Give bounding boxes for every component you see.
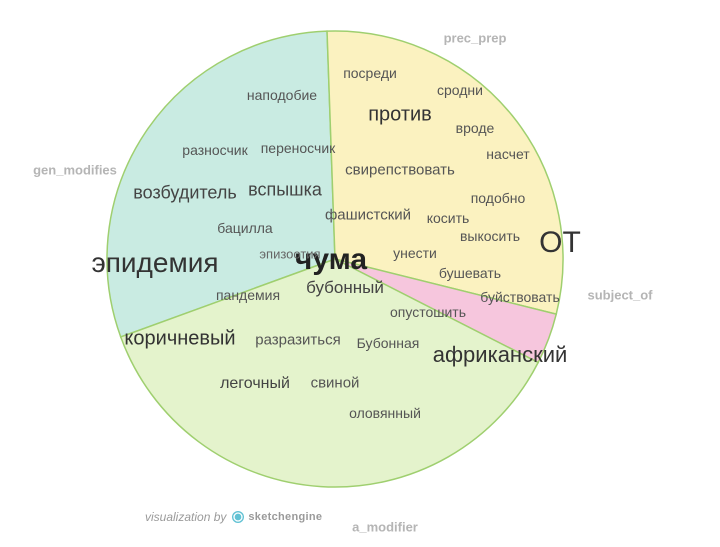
sector-label-prec_prep: prec_prep <box>444 31 507 46</box>
word: разразиться <box>255 332 340 349</box>
word: косить <box>427 210 470 226</box>
word: вроде <box>456 120 495 136</box>
word: переносчик <box>261 140 336 156</box>
word: Бубонная <box>357 335 420 351</box>
word: опустошить <box>390 304 466 320</box>
word: наподобие <box>247 87 317 103</box>
word: оловянный <box>349 405 421 421</box>
footer-text: visualization by <box>145 510 226 524</box>
word: вспышка <box>248 180 322 201</box>
word: эпизоотия <box>259 247 320 262</box>
word: возбудитель <box>133 183 236 204</box>
word: легочный <box>220 375 290 393</box>
word: бацилла <box>217 220 272 236</box>
word: свиной <box>311 375 360 392</box>
sector-label-gen_modifies: gen_modifies <box>33 163 117 178</box>
sector-label-a_modifier: a_modifier <box>352 520 418 535</box>
word: подобно <box>471 190 526 206</box>
word: выкосить <box>460 228 520 244</box>
word: унести <box>393 245 437 261</box>
word: разносчик <box>182 142 247 158</box>
word: африканский <box>433 342 568 368</box>
word: бушевать <box>439 265 501 281</box>
word: коричневый <box>124 328 235 351</box>
word: насчет <box>486 146 529 162</box>
footer: visualization by sketchengine <box>145 510 322 524</box>
word: буйствовать <box>480 289 559 305</box>
sketchengine-logo: sketchengine <box>231 510 322 524</box>
word: сродни <box>437 82 483 98</box>
word: посреди <box>343 65 397 81</box>
word: фашистский <box>325 207 411 224</box>
word: бубонный <box>306 278 384 298</box>
word: эпидемия <box>91 247 218 279</box>
sector-label-subject_of: subject_of <box>587 288 652 303</box>
word: свирепствовать <box>345 162 455 179</box>
chart-canvas: gen_modifies prec_prep subject_of a_modifie… <box>0 0 720 547</box>
word: ОТ <box>539 226 581 260</box>
word: пандемия <box>216 287 280 303</box>
word: против <box>368 104 432 127</box>
